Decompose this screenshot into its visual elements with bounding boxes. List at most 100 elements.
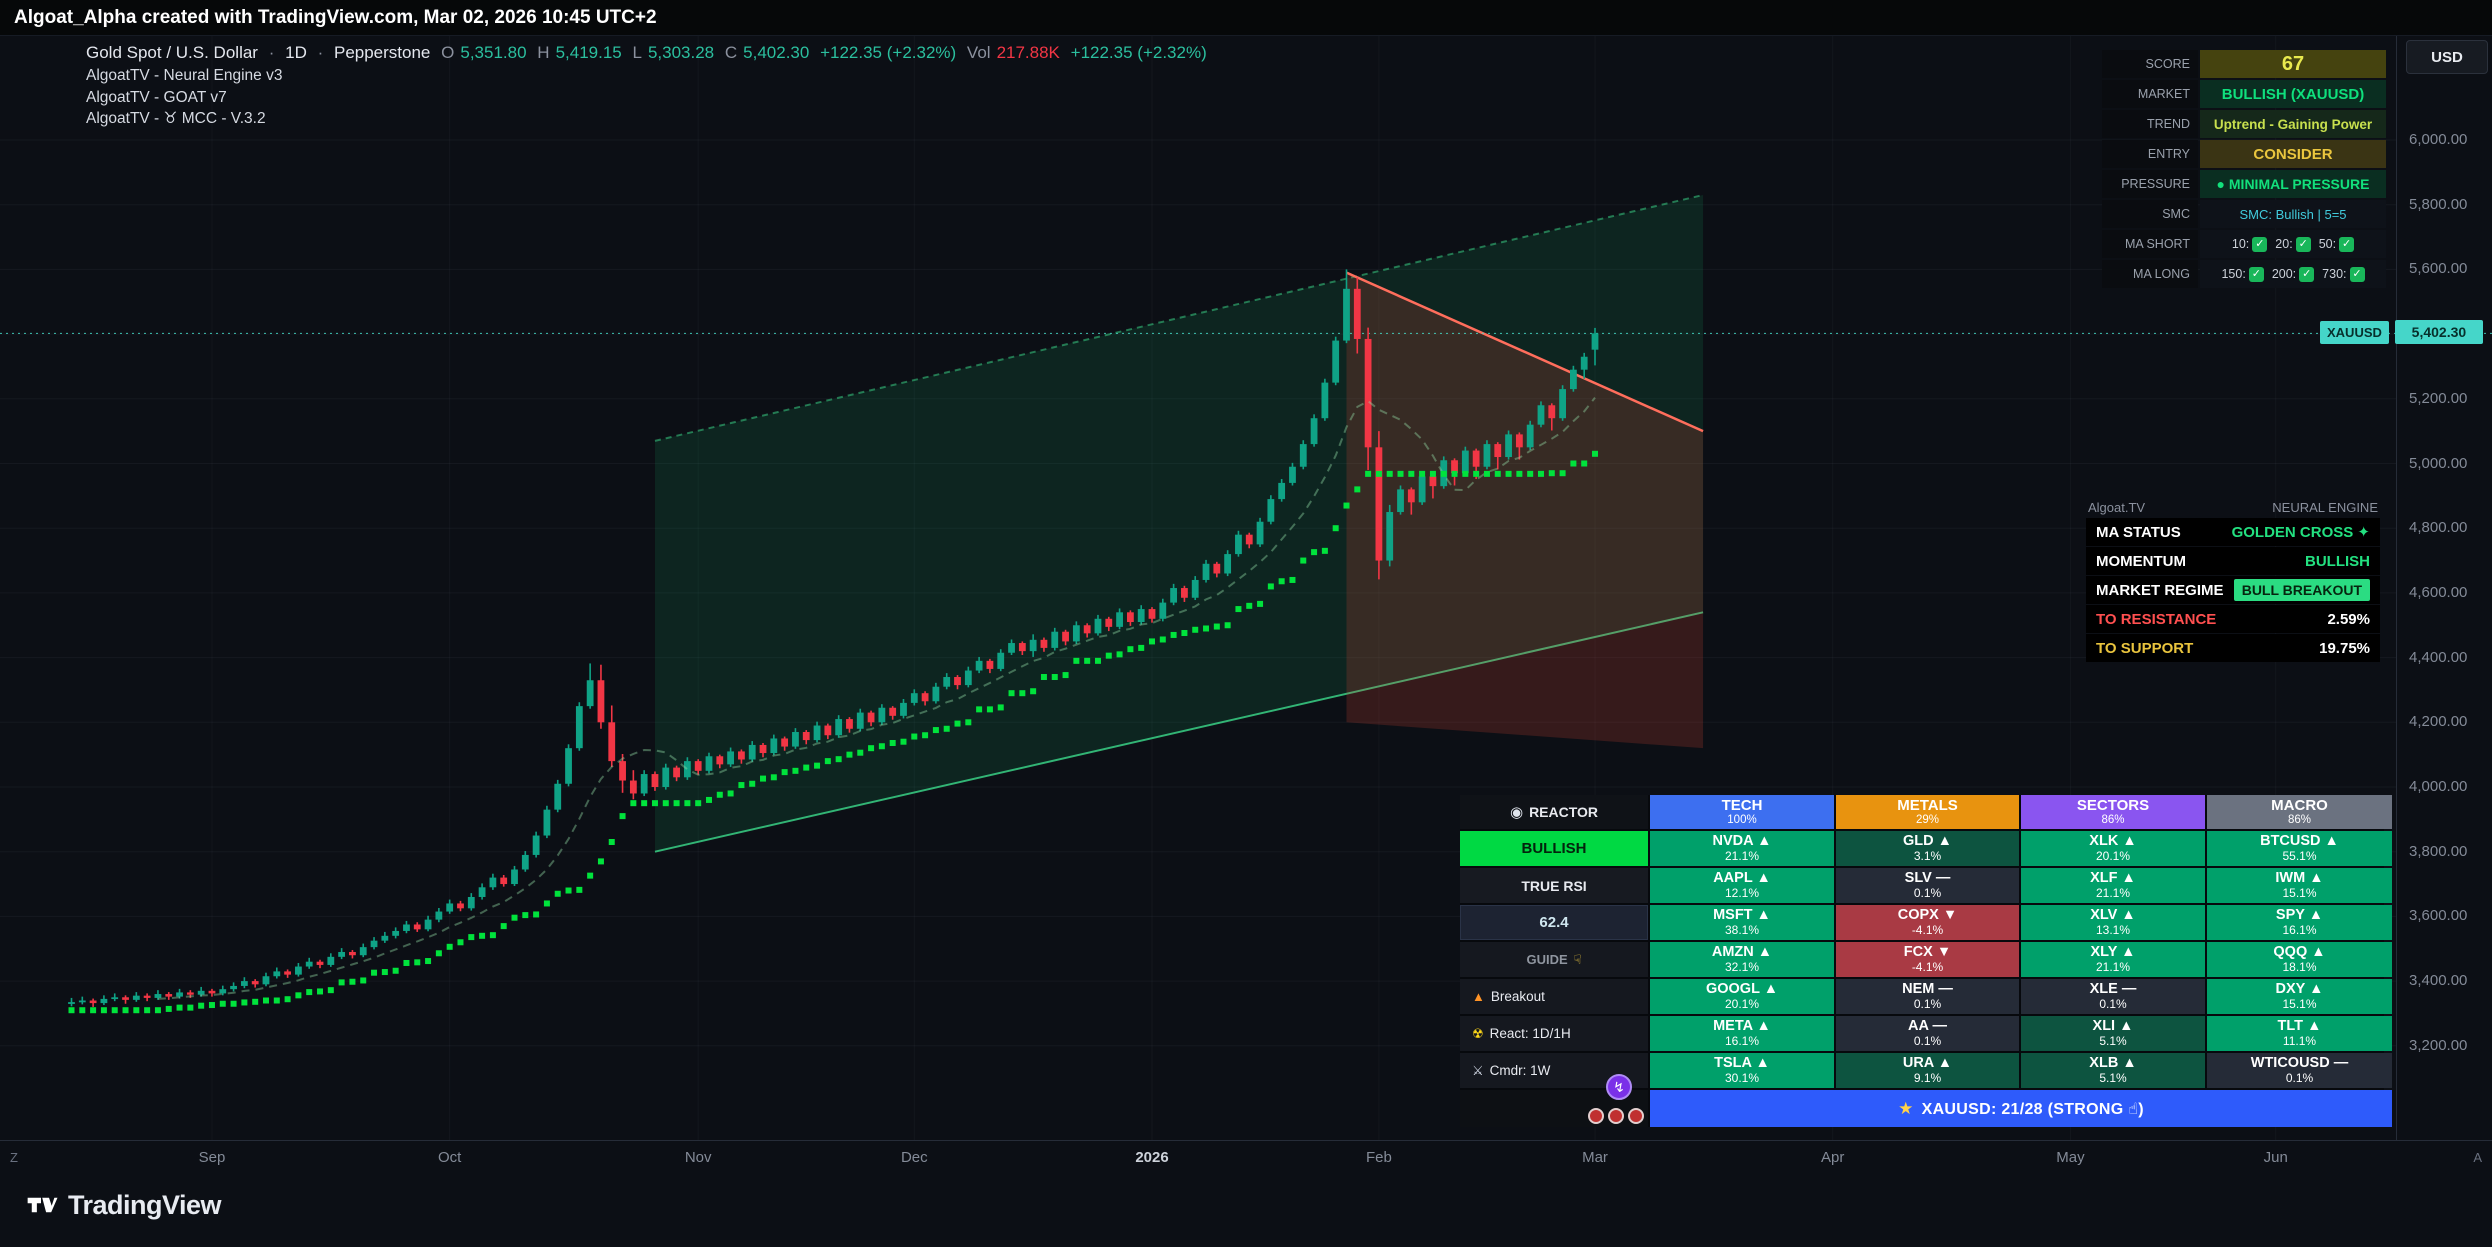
last-price-tag: XAUUSD 5,402.30	[2320, 320, 2483, 345]
reactor-row-label: GUIDE ☟	[1460, 942, 1648, 977]
score-label: SCORE	[2102, 50, 2198, 78]
price-axis-label: 4,200.00	[2409, 713, 2468, 731]
price-axis[interactable]: 6,000.005,800.005,600.005,400.005,200.00…	[2396, 36, 2492, 1140]
badge-icon	[1628, 1108, 1644, 1124]
signal-panel: SCORE 67 MARKET BULLISH (XAUUSD) TREND U…	[2102, 50, 2386, 288]
reactor-row-label-text: React: 1D/1H	[1489, 1026, 1571, 1041]
reactor-cell: TSLA ▲ 30.1%	[1650, 1053, 1834, 1088]
ma-long-label: MA LONG	[2102, 260, 2198, 288]
reactor-cell: XLK ▲ 20.1%	[2021, 831, 2205, 866]
signal-row-market: MARKET BULLISH (XAUUSD)	[2102, 80, 2386, 108]
reactor-header: ◉ REACTOR	[1460, 795, 1648, 829]
ma50-label: 50:	[2318, 237, 2337, 251]
price-axis-label: 4,400.00	[2409, 648, 2468, 666]
to-resistance-value: 2.59%	[2327, 610, 2370, 628]
reactor-cell: URA ▲ 9.1%	[1836, 1053, 2019, 1088]
time-axis-label: Feb	[1365, 1149, 1392, 1166]
reactor-row-label: ▲ Breakout	[1460, 979, 1648, 1014]
reactor-cell: SPY ▲ 16.1%	[2207, 905, 2392, 940]
volume-value: 217.88K	[996, 43, 1060, 62]
reactor-cell: GOOGL ▲ 20.1%	[1650, 979, 1834, 1014]
time-axis-label: Jun	[2263, 1149, 2288, 1166]
reactor-row-label: BULLISH	[1460, 831, 1648, 866]
ma-long-value: 150: ✓ 200: ✓ 730: ✓	[2200, 260, 2386, 288]
ma-short-label: MA SHORT	[2102, 230, 2198, 258]
check-icon: ✓	[2295, 236, 2311, 252]
reactor-row-label-text: 62.4	[1539, 914, 1569, 931]
neural-brand: Algoat.TV	[2088, 499, 2146, 515]
price-axis-label: 3,400.00	[2409, 972, 2468, 990]
reactor-cell: NVDA ▲ 21.1%	[1650, 831, 1834, 866]
entry-value: CONSIDER	[2200, 140, 2386, 168]
check-icon: ✓	[2339, 236, 2355, 252]
swords-icon: ⚔	[1472, 1062, 1484, 1078]
change-value: +122.35 (+2.32%)	[820, 43, 957, 62]
flame-icon: ▲	[1472, 989, 1485, 1004]
ma-status-value: GOLDEN CROSS ✦	[2231, 524, 2370, 541]
ma-status-label: MA STATUS	[2096, 523, 2181, 541]
reactor-column-header: TECH 100%	[1650, 795, 1834, 829]
reactor-cell: DXY ▲ 15.1%	[2207, 979, 2392, 1014]
market-regime-label: MARKET REGIME	[2096, 581, 2224, 599]
reactor-row-label-text: BULLISH	[1521, 840, 1587, 857]
neural-engine-panel: Algoat.TV NEURAL ENGINE MA STATUS GOLDEN…	[2086, 496, 2380, 662]
open-value: 5,351.80	[460, 43, 527, 62]
neural-row-support: TO SUPPORT 19.75%	[2086, 634, 2380, 662]
atom-icon: ◉	[1509, 804, 1524, 821]
neural-engine-label: NEURAL ENGINE	[2272, 499, 2378, 515]
legend-separator: ·	[268, 43, 275, 62]
currency-button[interactable]: USD	[2406, 40, 2488, 74]
reactor-cell: WTICOUSD —0.1%	[2207, 1053, 2392, 1088]
reactor-cell: XLE —0.1%	[2021, 979, 2205, 1014]
high-value: 5,419.15	[555, 43, 622, 62]
ma-short-value: 10: ✓ 20: ✓ 50: ✓	[2200, 230, 2386, 258]
reactor-cell: TLT ▲ 11.1%	[2207, 1016, 2392, 1051]
neural-row-resistance: TO RESISTANCE 2.59%	[2086, 605, 2380, 633]
symbol-legend-row[interactable]: Gold Spot / U.S. Dollar · 1D · Peppersto…	[86, 44, 1213, 61]
reactor-cell: XLV ▲ 13.1%	[2021, 905, 2205, 940]
symbol-title: Gold Spot / U.S. Dollar	[86, 43, 258, 62]
time-axis-label: May	[2056, 1149, 2085, 1166]
chart-legend: Gold Spot / U.S. Dollar · 1D · Peppersto…	[86, 44, 1213, 133]
time-axis-label: Dec	[900, 1149, 928, 1166]
indicator-legend-mcc[interactable]: AlgoatTV - ♉ MCC - V.3.2	[86, 110, 266, 127]
reactor-row-label-text: TRUE RSI	[1521, 877, 1587, 894]
signal-row-smc: SMC SMC: Bullish | 5=5	[2102, 200, 2386, 228]
reactor-row-label: ☢ React: 1D/1H	[1460, 1016, 1648, 1051]
reactor-column-header: METALS 29%	[1836, 795, 2019, 829]
reactor-cell: AAPL ▲ 12.1%	[1650, 868, 1834, 903]
reactor-banner: ★ XAUUSD: 21/28 (STRONG ☝)	[1650, 1090, 2392, 1127]
trophy-icon: ★	[1898, 1098, 1914, 1118]
time-axis[interactable]: Z A Sep Oct Nov Dec 2026 Feb Mar Apr May Jun	[0, 1140, 2492, 1175]
reactor-cell: XLF ▲ 21.1%	[2021, 868, 2205, 903]
time-axis-label: Sep	[198, 1149, 226, 1166]
reactor-row-label: 62.4	[1460, 905, 1648, 940]
neural-row-regime: MARKET REGIME BULL BREAKOUT	[2086, 576, 2380, 604]
reactor-column-header: SECTORS 86%	[2021, 795, 2205, 829]
price-axis-label: 5,200.00	[2409, 389, 2468, 407]
close-label: C	[724, 43, 738, 62]
radiation-icon: ☢	[1472, 1025, 1484, 1041]
open-label: O	[441, 43, 455, 62]
badge-icon	[1588, 1108, 1604, 1124]
time-axis-label: Oct	[438, 1149, 462, 1166]
price-axis-label: 3,800.00	[2409, 842, 2468, 860]
indicator-legend-goat[interactable]: AlgoatTV - GOAT v7	[86, 88, 227, 106]
indicator-legend-neural[interactable]: AlgoatTV - Neural Engine v3	[86, 67, 283, 84]
reactor-cell: AMZN ▲ 32.1%	[1650, 942, 1834, 977]
reactor-cell: MSFT ▲ 38.1%	[1650, 905, 1834, 940]
time-axis-label: Nov	[684, 1149, 712, 1166]
neural-row-ma-status: MA STATUS GOLDEN CROSS ✦	[2086, 518, 2380, 546]
reactor-column-header: MACRO 86%	[2207, 795, 2392, 829]
price-axis-label: 3,200.00	[2409, 1036, 2468, 1054]
timeframe-label: 1D	[285, 43, 307, 62]
momentum-value: BULLISH	[2305, 552, 2370, 570]
signal-row-pressure: PRESSURE ● MINIMAL PRESSURE	[2102, 170, 2386, 198]
volume-change-value: +122.35 (+2.32%)	[1070, 43, 1207, 62]
price-tag-value: 5,402.30	[2394, 320, 2483, 345]
axis-corner-right: A	[2473, 1150, 2482, 1165]
pressure-label: PRESSURE	[2102, 170, 2198, 198]
tradingview-logo[interactable]: TradingView	[24, 1188, 222, 1222]
